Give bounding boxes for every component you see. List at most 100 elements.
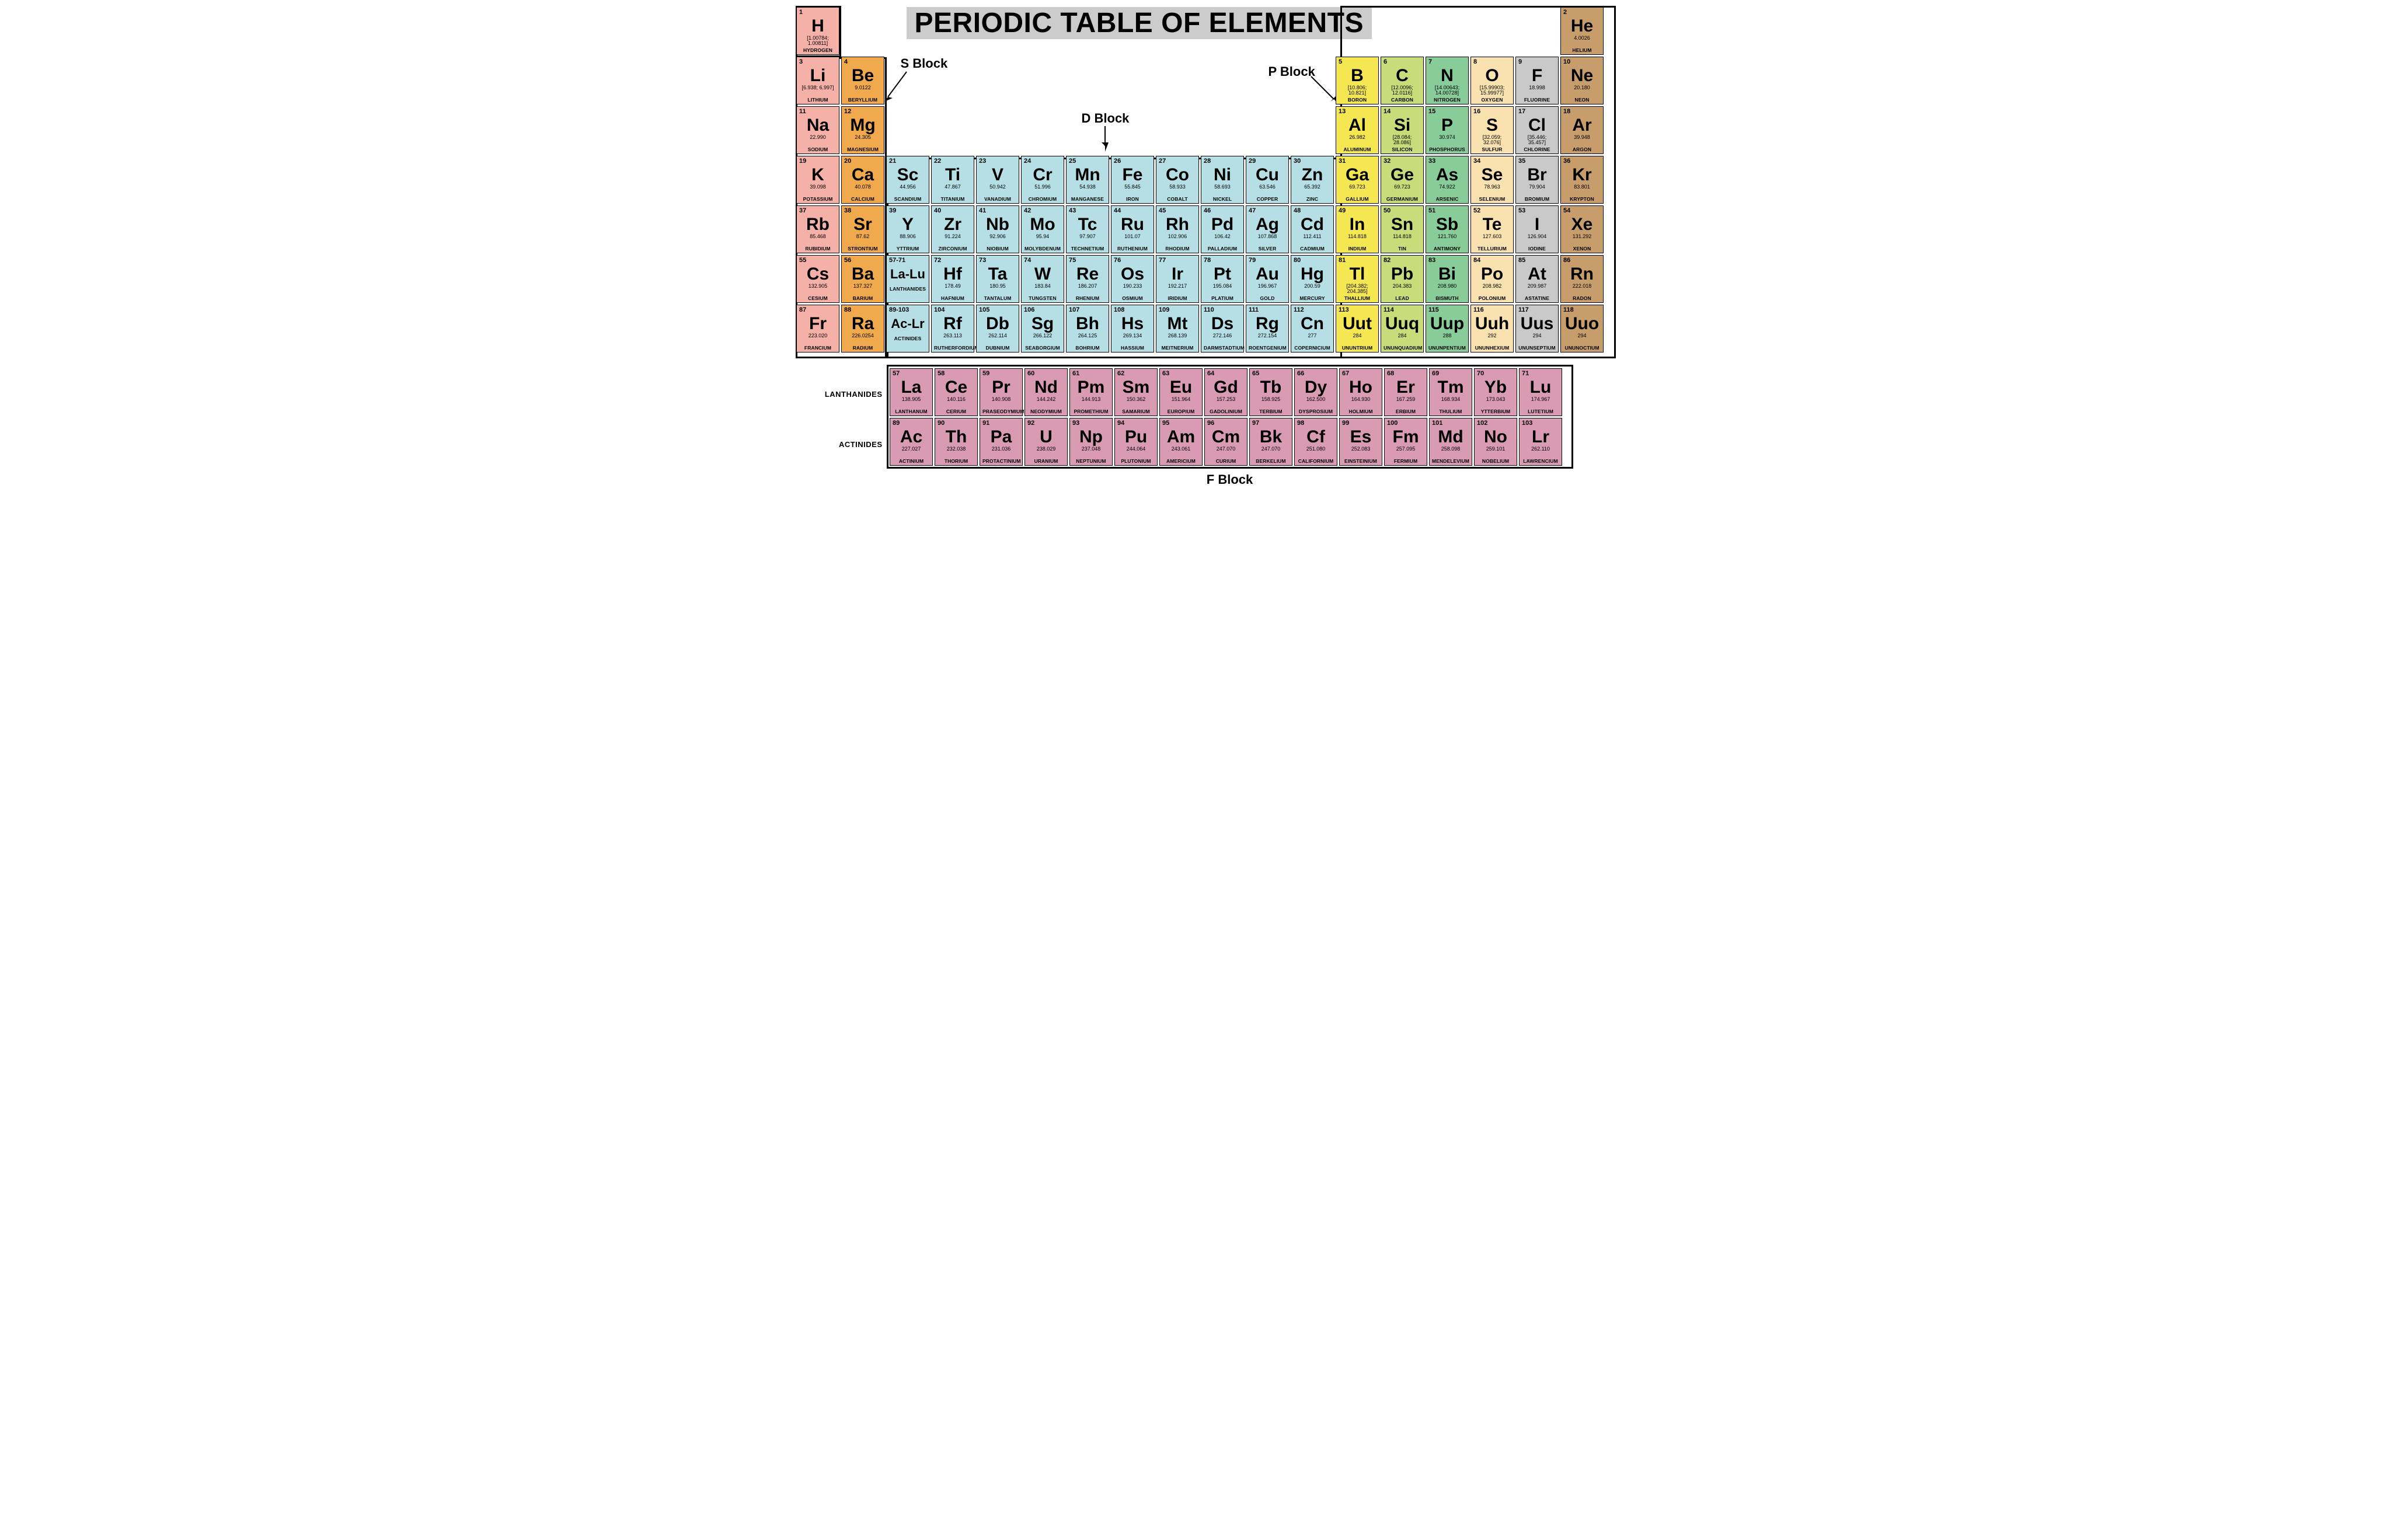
atomic-mass: 39.098 [799,184,837,190]
element-cell: 104Rf263.113Rutherfordium [931,305,974,353]
atomic-mass: 247.070 [1252,446,1290,452]
element-cell: 57-71La-LuLanthanides [886,255,929,303]
atomic-number: 72 [934,257,941,264]
element-symbol: Cn [1294,315,1331,333]
element-cell: 55Cs132.905Cesium [796,255,839,303]
atomic-mass: 262.114 [979,333,1016,338]
atomic-mass: 97.907 [1069,234,1106,239]
main-grid: 1H[1.00784; 1.00811]Hydrogen2He4.0026Hel… [796,6,1613,353]
atomic-mass: 114.818 [1339,234,1376,239]
element-name: Zirconium [934,246,971,252]
atomic-mass: 74.922 [1428,184,1466,190]
atomic-number: 65 [1252,370,1259,377]
element-symbol: Fe [1114,166,1151,184]
atomic-number: 11 [799,108,806,115]
element-symbol: As [1428,166,1466,184]
periodic-table-page: PERIODIC TABLE OF ELEMENTS S Block D Blo… [784,0,1625,511]
atomic-number: 18 [1563,108,1570,115]
element-symbol: Mg [844,117,881,134]
element-symbol: Co [1159,166,1196,184]
element-cell: 19K39.098Potassium [796,156,839,204]
element-symbol: Si [1384,117,1421,134]
atomic-mass: 127.603 [1473,234,1511,239]
element-name: Seaborgium [1024,346,1061,351]
atomic-mass: 47.867 [934,184,971,190]
atomic-number: 86 [1563,257,1570,264]
atomic-number: 27 [1159,158,1166,165]
atomic-mass: 58.693 [1204,184,1241,190]
element-cell: 82Pb204.383Lead [1381,255,1424,303]
element-cell: 21Sc44.956Scandium [886,156,929,204]
atomic-mass: 92.906 [979,234,1016,239]
element-cell: 66Dy162.500Dysprosium [1294,368,1337,416]
atomic-mass: [32.059; 32.076] [1473,135,1511,146]
element-symbol: Pb [1384,266,1421,283]
atomic-mass: 131.292 [1563,234,1601,239]
atomic-number: 111 [1249,306,1259,313]
atomic-mass: 102.906 [1159,234,1196,239]
element-symbol: Bk [1252,428,1290,446]
element-cell: 30Zn65.392Zinc [1291,156,1334,204]
element-name: Thallium [1339,296,1376,301]
element-name: Argon [1563,147,1601,152]
element-symbol: Ac [893,428,930,446]
atomic-mass: 200.59 [1294,284,1331,289]
element-name: Hafnium [934,296,971,301]
atomic-mass: 39.948 [1563,135,1601,140]
element-name: Neon [1563,97,1601,103]
element-cell: 97Bk247.070Berkelium [1249,418,1292,466]
element-symbol: Ac-Lr [889,317,926,330]
f-block-grid: LANTHANIDES ACTINIDES 57La138.905Lanthan… [887,365,1573,469]
atomic-mass: 243.061 [1162,446,1200,452]
atomic-number: 75 [1069,257,1076,264]
atomic-mass: 63.546 [1249,184,1286,190]
element-cell: 17Cl[35.446; 35.457]Chlorine [1515,106,1559,154]
element-name: Chromium [1024,197,1061,202]
atomic-mass: 101.07 [1114,234,1151,239]
element-cell: 90Th232.038Thorium [935,418,978,466]
atomic-number: 104 [934,306,945,313]
element-symbol: S [1473,117,1511,134]
element-name: Rutherfordium [934,346,971,351]
element-name: Rubidium [799,246,837,252]
element-symbol: Ho [1342,379,1379,396]
element-symbol: Au [1249,266,1286,283]
element-symbol: Sc [889,166,926,184]
element-symbol: Lu [1522,379,1559,396]
element-cell: 108Hs269.134Hassium [1111,305,1154,353]
atomic-number: 83 [1428,257,1435,264]
element-name: Xenon [1563,246,1601,252]
atomic-mass: 69.723 [1384,184,1421,190]
atomic-mass: 91.224 [934,234,971,239]
atomic-mass: 106.42 [1204,234,1241,239]
atomic-number: 1 [799,9,803,16]
atomic-mass: 69.723 [1339,184,1376,190]
element-name: Tantalum [979,296,1016,301]
element-symbol: Ca [844,166,881,184]
element-cell: 62Sm150.362Samarium [1114,368,1158,416]
atomic-mass: 284 [1384,333,1421,338]
atomic-number: 36 [1563,158,1570,165]
element-symbol: La-Lu [889,268,926,281]
element-symbol: Bh [1069,315,1106,333]
atomic-number: 43 [1069,207,1076,214]
element-cell: 33As74.922Arsenic [1426,156,1469,204]
element-symbol: Pt [1204,266,1241,283]
atomic-number: 71 [1522,370,1529,377]
atomic-number: 32 [1384,158,1391,165]
element-name: Roentgenium [1249,346,1286,351]
atomic-mass: 65.392 [1294,184,1331,190]
element-cell: 80Hg200.59Mercury [1291,255,1334,303]
element-cell: 84Po208.982Polonium [1470,255,1514,303]
atomic-number: 57-71 [889,257,905,264]
atomic-number: 4 [844,58,848,65]
element-cell: 91Pa231.036Protactinium [980,418,1023,466]
atomic-mass: 272.146 [1204,333,1241,338]
element-name: Krypton [1563,197,1601,202]
element-name: Radium [844,346,881,351]
atomic-mass: 24.305 [844,135,881,140]
element-cell: 10Ne20.180Neon [1560,57,1604,104]
element-symbol: W [1024,266,1061,283]
atomic-number: 107 [1069,306,1079,313]
atomic-number: 16 [1473,108,1480,115]
